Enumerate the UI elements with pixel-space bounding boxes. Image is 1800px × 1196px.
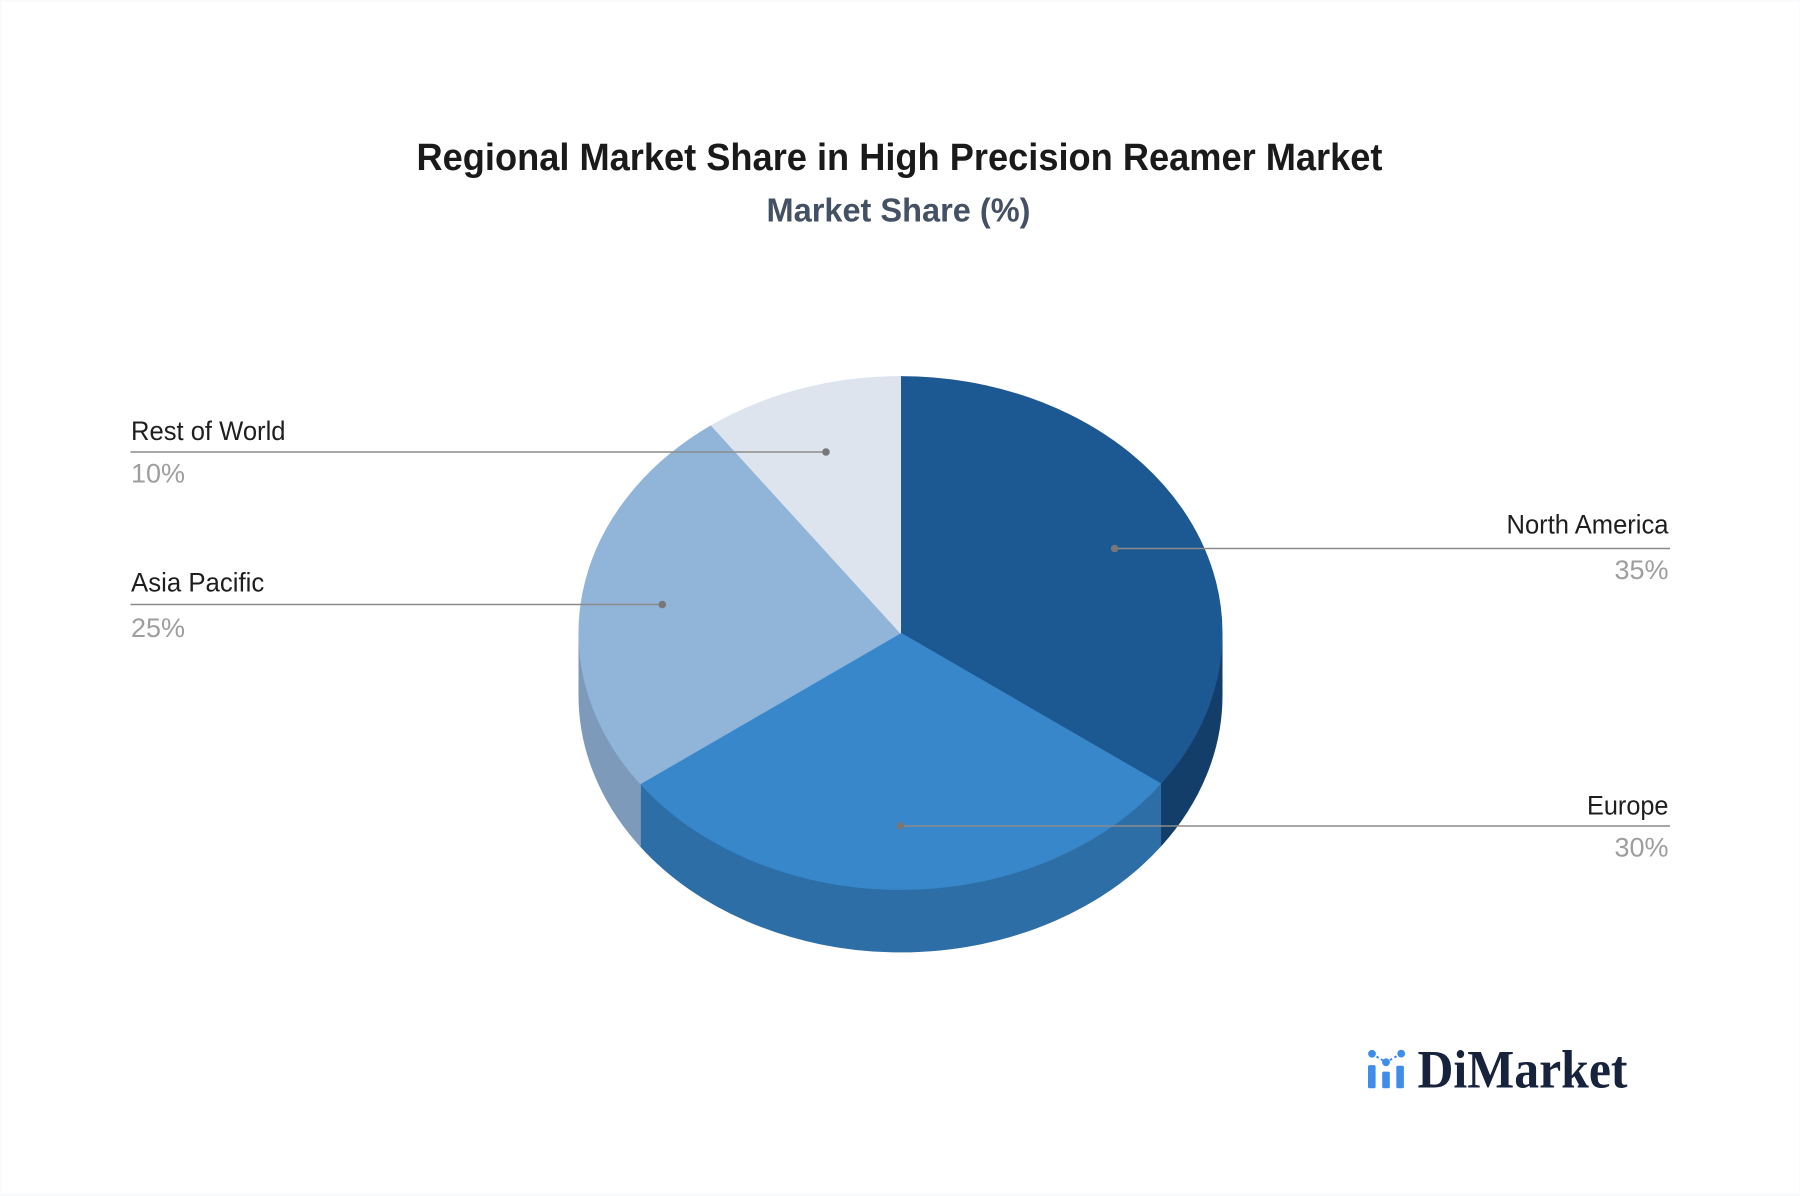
svg-text:Rest of World: Rest of World (131, 416, 286, 446)
svg-text:Regional Market Share in High: Regional Market Share in High Precision … (417, 137, 1383, 179)
svg-text:Europe: Europe (1587, 791, 1669, 821)
svg-text:North America: North America (1507, 510, 1670, 540)
svg-text:Asia Pacific: Asia Pacific (131, 568, 264, 598)
svg-text:Market Share (%): Market Share (%) (767, 192, 1031, 229)
svg-text:35%: 35% (1614, 555, 1668, 585)
svg-text:DiMarket: DiMarket (1418, 1040, 1628, 1100)
svg-text:30%: 30% (1614, 833, 1668, 863)
svg-text:25%: 25% (131, 613, 185, 643)
svg-text:10%: 10% (131, 459, 185, 489)
